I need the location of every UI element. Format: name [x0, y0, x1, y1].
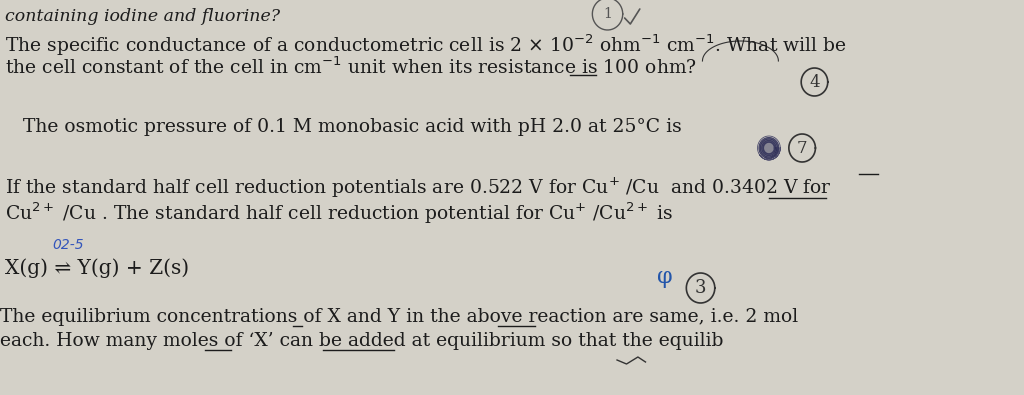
Text: Cu$^{2+}$ /Cu . The standard half cell reduction potential for Cu$^{+}$ /Cu$^{2+: Cu$^{2+}$ /Cu . The standard half cell r… [5, 200, 673, 226]
Text: 02-5: 02-5 [52, 238, 84, 252]
Text: If the standard half cell reduction potentials are 0.522 V for Cu$^{+}$ /Cu  and: If the standard half cell reduction pote… [5, 176, 831, 200]
Text: The specific conductance of a conductometric cell is 2 $\times$ 10$^{-2}$ ohm$^{: The specific conductance of a conductome… [5, 32, 847, 58]
Polygon shape [760, 138, 778, 158]
Text: 4: 4 [809, 73, 820, 90]
Text: The equilibrium concentrations of X and Y in the above reaction are same, i.e. 2: The equilibrium concentrations of X and … [0, 308, 798, 326]
Text: containing iodine and fluorine?: containing iodine and fluorine? [5, 8, 280, 25]
Text: the cell constant of the cell in cm$^{-1}$ unit when its resistance is 100 ohm?: the cell constant of the cell in cm$^{-1… [5, 56, 696, 77]
Text: 3: 3 [695, 279, 707, 297]
Text: 1: 1 [603, 7, 612, 21]
Text: each. How many moles of ‘X’ can be added at equilibrium so that the equilib: each. How many moles of ‘X’ can be added… [0, 332, 724, 350]
Text: 7: 7 [797, 139, 808, 156]
Text: X(g) ⇌ Y(g) + Z(s): X(g) ⇌ Y(g) + Z(s) [5, 258, 188, 278]
Text: The osmotic pressure of 0.1 M monobasic acid with pH 2.0 at 25°C is: The osmotic pressure of 0.1 M monobasic … [5, 118, 682, 136]
Text: φ: φ [656, 266, 673, 288]
